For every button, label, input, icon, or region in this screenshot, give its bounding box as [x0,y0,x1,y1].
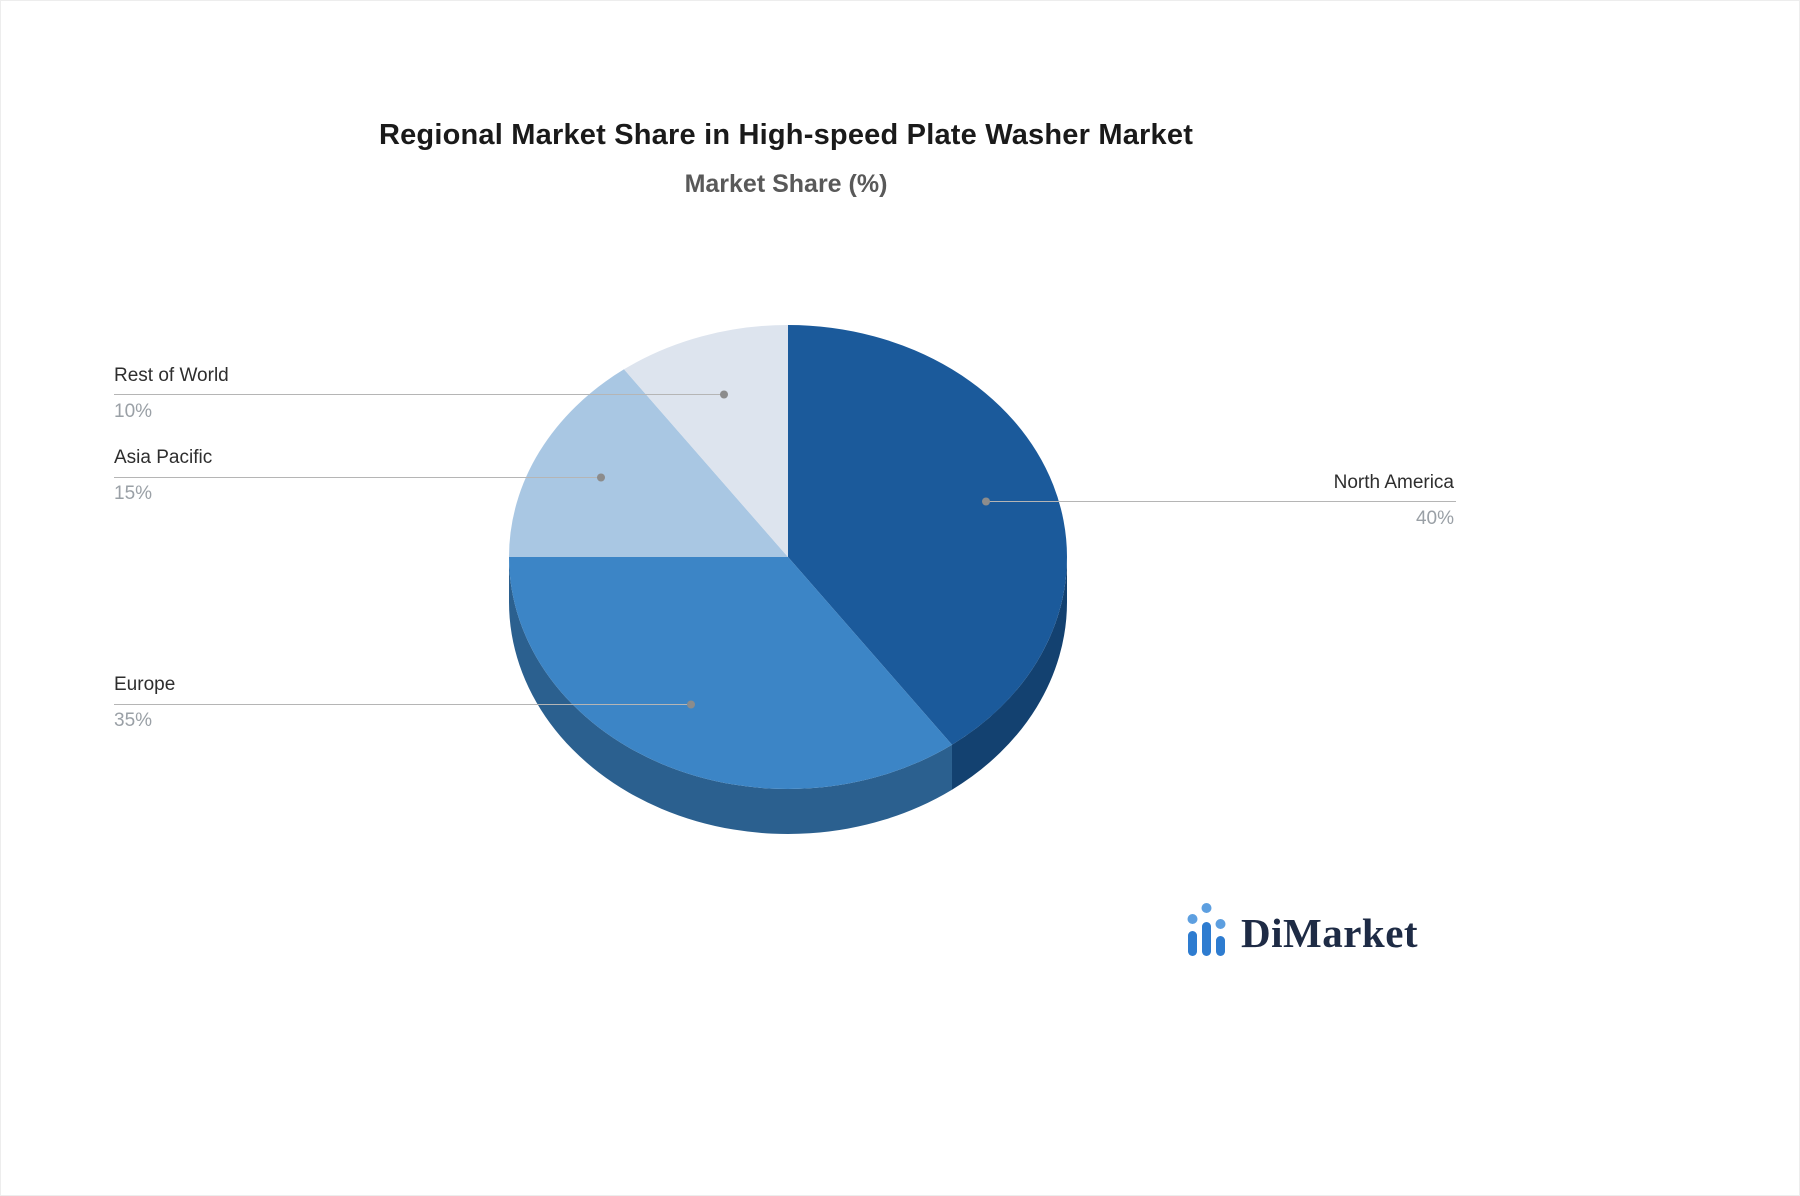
leader-dot-north-america [982,497,990,506]
value-rest-of-world: 10% [114,401,153,422]
leader-dot-europe [687,700,695,709]
pie-slices [509,325,1067,789]
leader-dots [597,390,990,709]
value-europe: 35% [114,710,153,731]
logo-icon [1187,903,1226,956]
label-rest-of-world: Rest of World [114,365,229,386]
chart-header: Regional Market Share in High-speed Plat… [1,119,1571,199]
value-north-america: 40% [1415,508,1454,529]
chart-title: Regional Market Share in High-speed Plat… [378,119,1194,151]
leader-dot-asia-pacific [597,473,605,482]
leader-dot-rest-of-world [720,390,728,399]
label-europe: Europe [114,674,176,695]
value-asia-pacific: 15% [114,483,153,504]
leader-lines [114,394,1456,705]
label-asia-pacific: Asia Pacific [114,447,213,468]
pie-sides [509,557,1067,834]
label-north-america: North America [1333,472,1454,493]
chart-subtitle: Market Share (%) [684,170,888,198]
logo-text: DiMarket [1241,910,1419,956]
